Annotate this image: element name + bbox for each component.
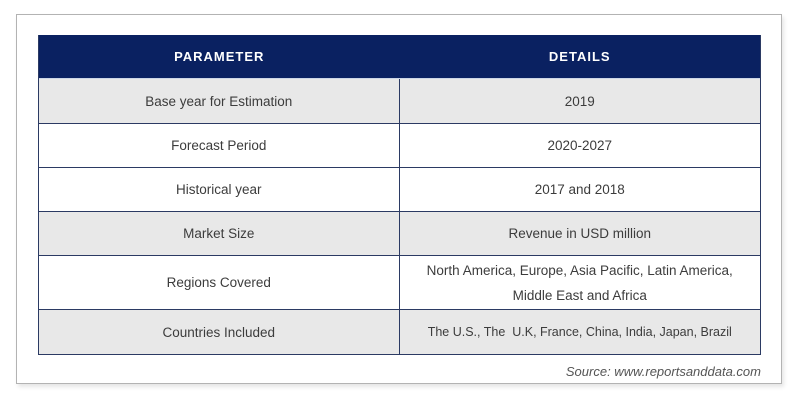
parameter-cell: Historical year [39,168,400,211]
parameter-cell: Countries Included [39,310,400,354]
table-row-countries-included: Countries Included The U.S., The U.K, Fr… [39,309,760,354]
table-row-market-size: Market Size Revenue in USD million [39,211,760,255]
table-row-regions-covered: Regions Covered North America, Europe, A… [39,255,760,309]
parameter-cell: Forecast Period [39,124,400,167]
column-header-details: DETAILS [548,49,611,64]
table-row-base-year: Base year for Estimation 2019 [39,79,760,123]
parameter-cell: Market Size [39,212,400,255]
parameter-cell: Regions Covered [39,256,400,309]
source-attribution: Source: www.reportsanddata.com [565,364,761,379]
details-cell: 2017 and 2018 [534,182,625,197]
details-cell: 2019 [564,93,595,109]
table-header-row: PARAMETER DETAILS [39,35,760,79]
report-scope-table: PARAMETER DETAILS Base year for Estimati… [38,35,761,355]
details-cell: The U.S., The U.K, France, China, India,… [427,324,732,339]
table-row-historical-year: Historical year 2017 and 2018 [39,167,760,211]
details-cell: North America, Europe, Asia Pacific, Lat… [426,262,733,303]
details-cell: 2020-2027 [547,138,613,153]
parameter-cell: Base year for Estimation [39,79,400,123]
details-cell: Revenue in USD million [508,226,652,241]
table-row-forecast-period: Forecast Period 2020-2027 [39,123,760,167]
report-scope-card: PARAMETER DETAILS Base year for Estimati… [16,14,782,384]
column-header-parameter: PARAMETER [174,49,265,64]
